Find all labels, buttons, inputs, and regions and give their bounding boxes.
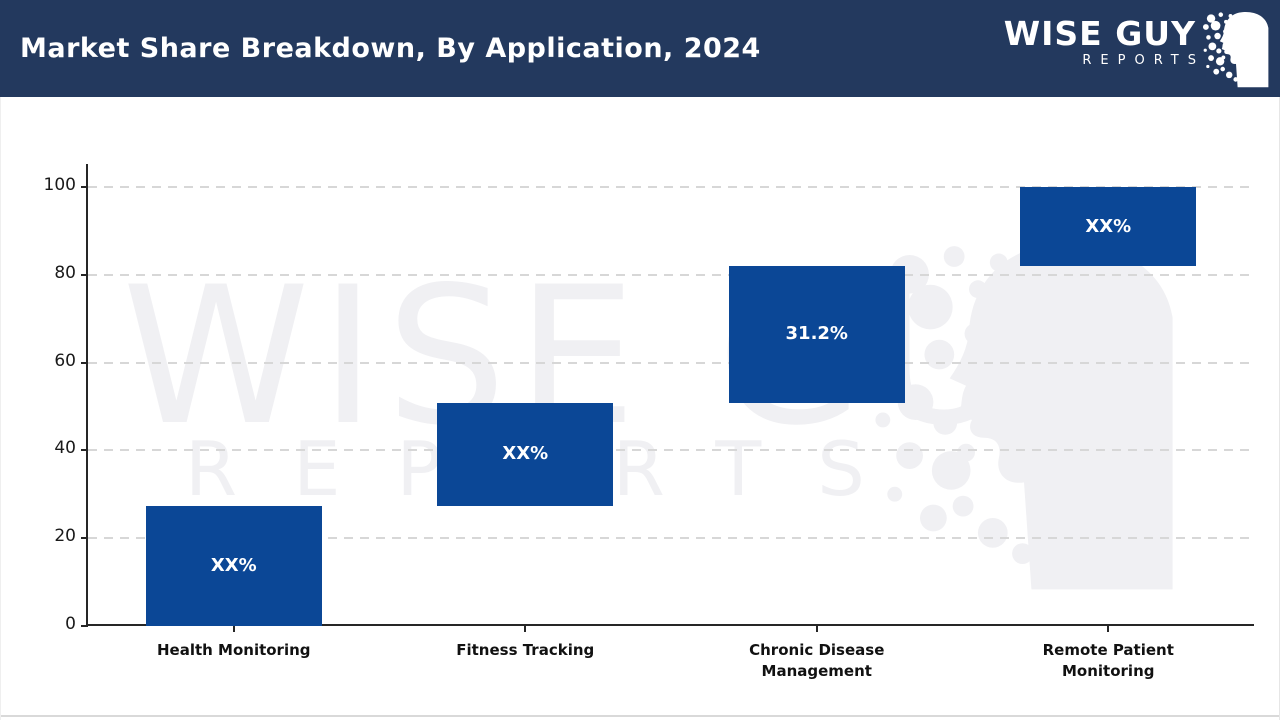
- x-axis-tick: [232, 626, 235, 632]
- x-axis-tick: [524, 626, 527, 632]
- brand-logo-text: WISE GUY REPORTS: [1004, 17, 1196, 67]
- gridline-y-40: [88, 449, 1254, 452]
- bar-segment: [437, 403, 614, 507]
- bar-segment: [145, 506, 322, 626]
- y-axis-tick: [81, 537, 88, 540]
- bar-value-label: XX%: [1085, 216, 1132, 237]
- bar-segment: [1020, 187, 1197, 267]
- bar-value-label: XX%: [210, 555, 257, 577]
- category-label: Fitness Tracking: [456, 641, 595, 659]
- x-axis-tick: [1107, 626, 1110, 632]
- brand-head-icon: [1202, 11, 1269, 88]
- y-axis-tick-label: 60: [54, 350, 76, 371]
- y-axis-tick: [81, 273, 88, 276]
- page-left-border: [0, 97, 1, 720]
- y-axis-tick: [81, 186, 88, 188]
- y-axis-tick: [81, 449, 88, 452]
- bar-value-label: 31.2%: [785, 323, 848, 345]
- x-axis-line: [86, 624, 1254, 626]
- y-axis-tick-label: 40: [54, 438, 76, 459]
- y-axis-tick: [81, 625, 88, 627]
- y-axis-tick-label: 100: [43, 175, 76, 195]
- gridline-y-80: [88, 273, 1254, 276]
- y-axis-line: [86, 164, 88, 626]
- y-axis-tick-label: 20: [54, 526, 76, 547]
- brand-logo: WISE GUY REPORTS: [996, 0, 1276, 97]
- y-axis-tick-label: 80: [54, 262, 76, 283]
- gridline-y-100: [88, 186, 1254, 188]
- x-axis-tick: [815, 626, 818, 632]
- category-label: Health Monitoring: [156, 641, 311, 659]
- chart-title: Market Share Breakdown, By Application, …: [20, 33, 761, 64]
- category-label: Remote Patient Monitoring: [1042, 641, 1174, 680]
- y-axis-tick-label: 0: [65, 614, 76, 634]
- gridline-y-20: [88, 537, 1254, 540]
- bar-segment: [728, 266, 905, 404]
- category-label: Chronic Disease Management: [749, 641, 885, 680]
- gridline-y-60: [88, 361, 1254, 364]
- bar-value-label: XX%: [502, 443, 549, 465]
- brand-name: WISE GUY: [1003, 14, 1196, 53]
- brand-subtitle: REPORTS: [1082, 53, 1205, 68]
- page-bottom-border: [0, 715, 1280, 717]
- y-axis-tick: [81, 361, 88, 364]
- header-bar: Market Share Breakdown, By Application, …: [0, 0, 1280, 97]
